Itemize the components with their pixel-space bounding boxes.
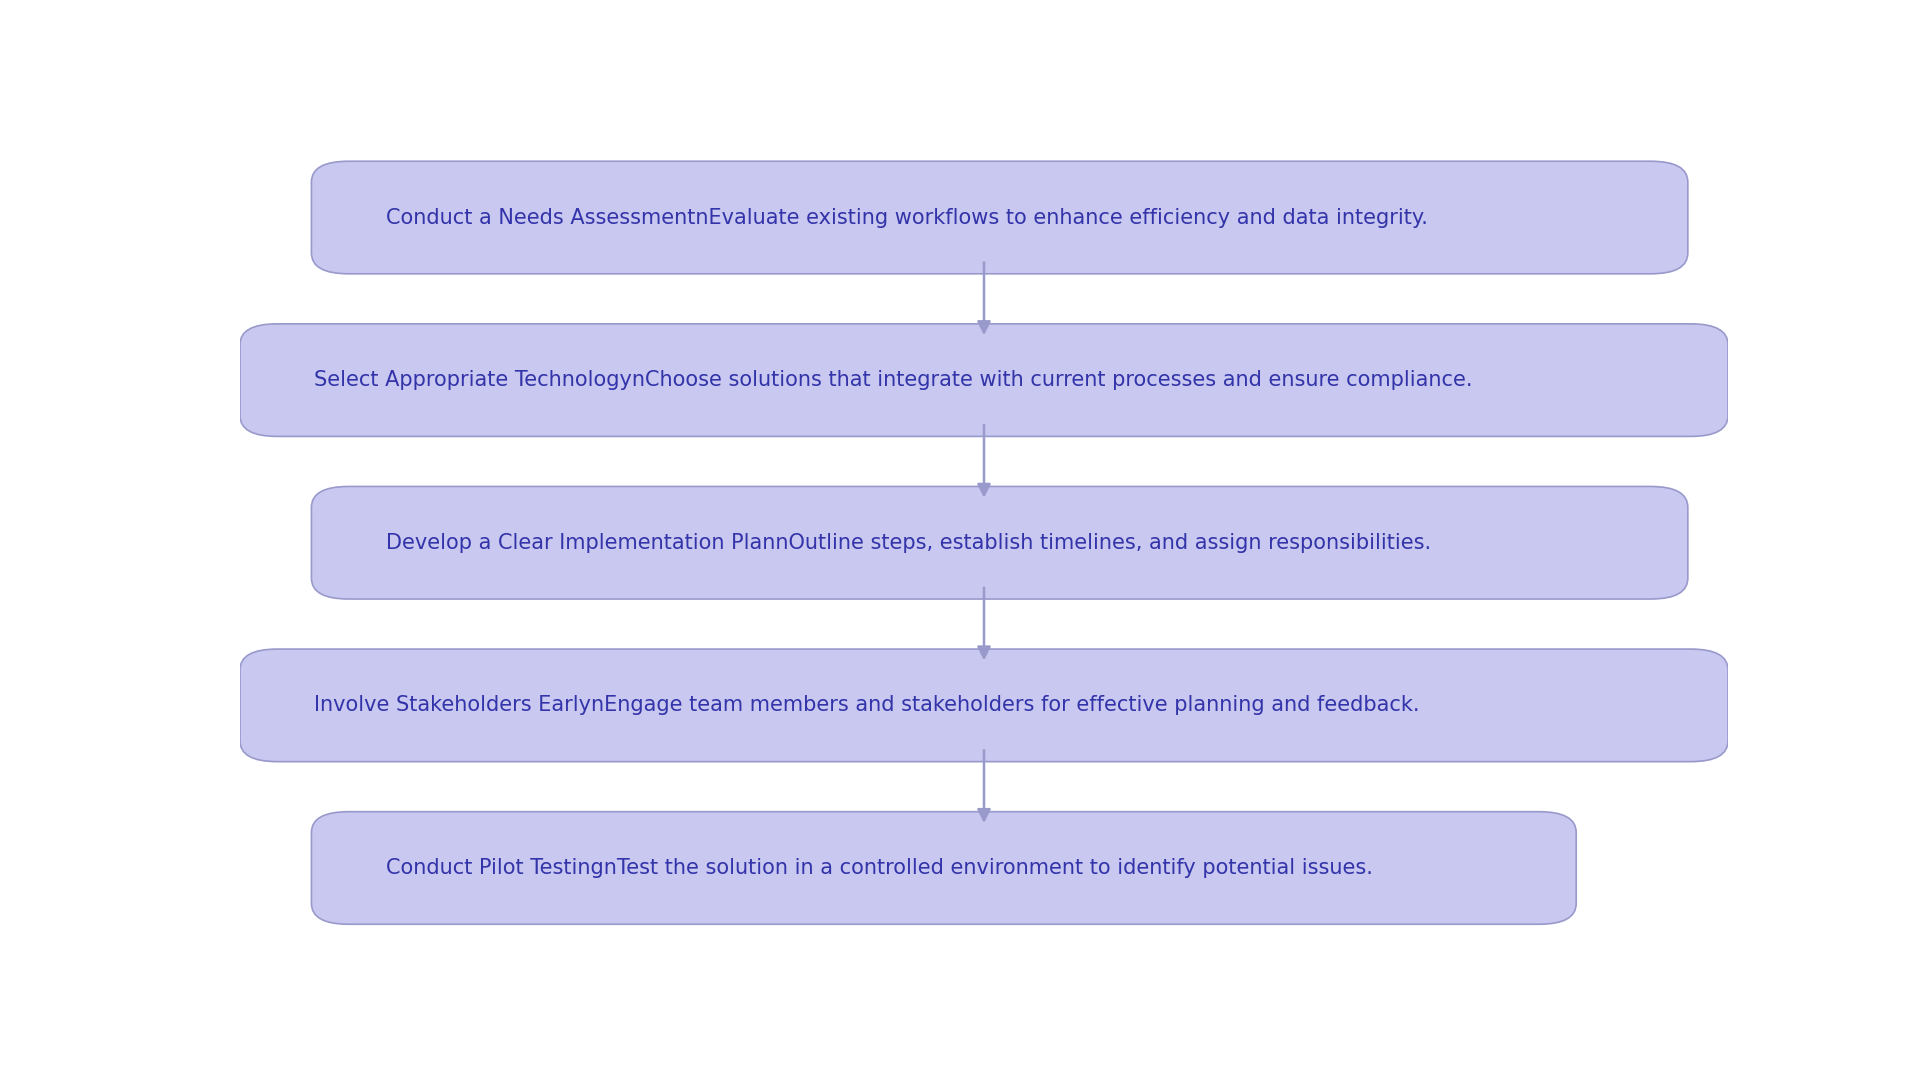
- FancyBboxPatch shape: [311, 161, 1688, 274]
- FancyBboxPatch shape: [311, 486, 1688, 599]
- Text: Select Appropriate TechnologynChoose solutions that integrate with current proce: Select Appropriate TechnologynChoose sol…: [315, 370, 1473, 390]
- Text: Develop a Clear Implementation PlannOutline steps, establish timelines, and assi: Develop a Clear Implementation PlannOutl…: [386, 533, 1430, 552]
- Text: Conduct Pilot TestingnTest the solution in a controlled environment to identify : Conduct Pilot TestingnTest the solution …: [386, 858, 1373, 878]
- Text: Conduct a Needs AssessmentnEvaluate existing workflows to enhance efficiency and: Conduct a Needs AssessmentnEvaluate exis…: [386, 208, 1428, 227]
- FancyBboxPatch shape: [240, 324, 1728, 436]
- Text: Involve Stakeholders EarlynEngage team members and stakeholders for effective pl: Involve Stakeholders EarlynEngage team m…: [315, 695, 1421, 716]
- FancyBboxPatch shape: [240, 649, 1728, 761]
- FancyBboxPatch shape: [311, 811, 1576, 924]
